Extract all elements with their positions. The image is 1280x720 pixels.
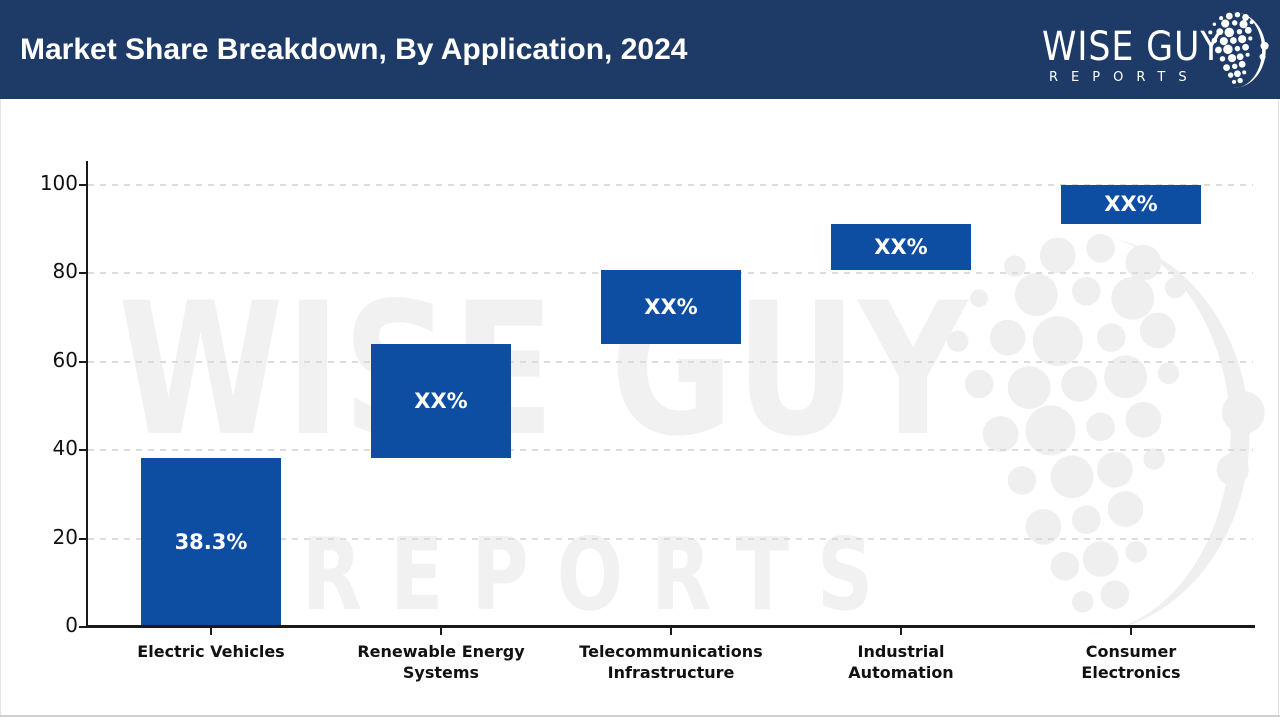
bar-renewable-energy-systems: XX% (371, 344, 511, 458)
y-tick-label: 60 (52, 347, 78, 372)
bar-value-label: XX% (644, 294, 698, 319)
gridline-100 (88, 184, 1253, 186)
x-axis-line (86, 625, 1255, 628)
y-tick-label: 100 (39, 171, 78, 195)
bar-value-label: XX% (874, 234, 928, 259)
bar-telecommunications-infrastructure: XX% (601, 269, 741, 345)
bar-value-label: XX% (414, 388, 468, 413)
bar-consumer-electronics: XX% (1061, 185, 1201, 224)
gridline-60 (88, 360, 1253, 363)
bar-electric-vehicles: 38.3% (141, 457, 281, 627)
y-tick-label: 40 (52, 436, 78, 461)
y-tick (79, 449, 86, 452)
x-category-label: Electric Vehicles (137, 642, 285, 661)
page-title: Market Share Breakdown, By Application, … (20, 32, 688, 66)
x-category-label: Telecommunications Infrastructure (579, 642, 763, 682)
logo-head-icon (1208, 12, 1269, 89)
x-tick (670, 628, 672, 635)
footer-rule (0, 715, 1280, 717)
y-tick (79, 360, 86, 363)
y-axis-line (86, 161, 88, 627)
y-tick-label: 80 (52, 259, 78, 284)
x-tick (900, 628, 902, 635)
watermark-head-icon (947, 234, 1265, 635)
y-tick-label: 20 (52, 524, 78, 549)
watermark-subtext: REPORTS (302, 516, 902, 633)
bar-value-label: 38.3% (174, 530, 248, 555)
x-category-label: Renewable Energy Systems (357, 642, 525, 682)
bar-value-label: XX% (1104, 192, 1158, 217)
x-tick (210, 628, 212, 635)
x-tick (1130, 628, 1132, 635)
watermark-wordmark: WISE GUY (118, 264, 969, 477)
y-tick-label: 0 (65, 613, 78, 637)
x-tick (440, 628, 442, 635)
y-tick (79, 184, 86, 186)
right-border (1278, 99, 1279, 716)
logo-subtext: REPORTS (1049, 70, 1200, 85)
bar-industrial-automation: XX% (831, 223, 971, 270)
header-bar: Market Share Breakdown, By Application, … (0, 0, 1280, 99)
y-tick (79, 537, 86, 540)
x-category-label: Consumer Electronics (1081, 642, 1181, 682)
gridline-20 (88, 537, 1253, 540)
logo-wordmark: WISE GUY (1042, 24, 1223, 70)
left-border (0, 99, 1, 716)
y-tick (79, 272, 86, 275)
x-category-label: Industrial Automation (848, 642, 954, 682)
y-tick (79, 626, 86, 628)
gridline-40 (88, 449, 1253, 452)
